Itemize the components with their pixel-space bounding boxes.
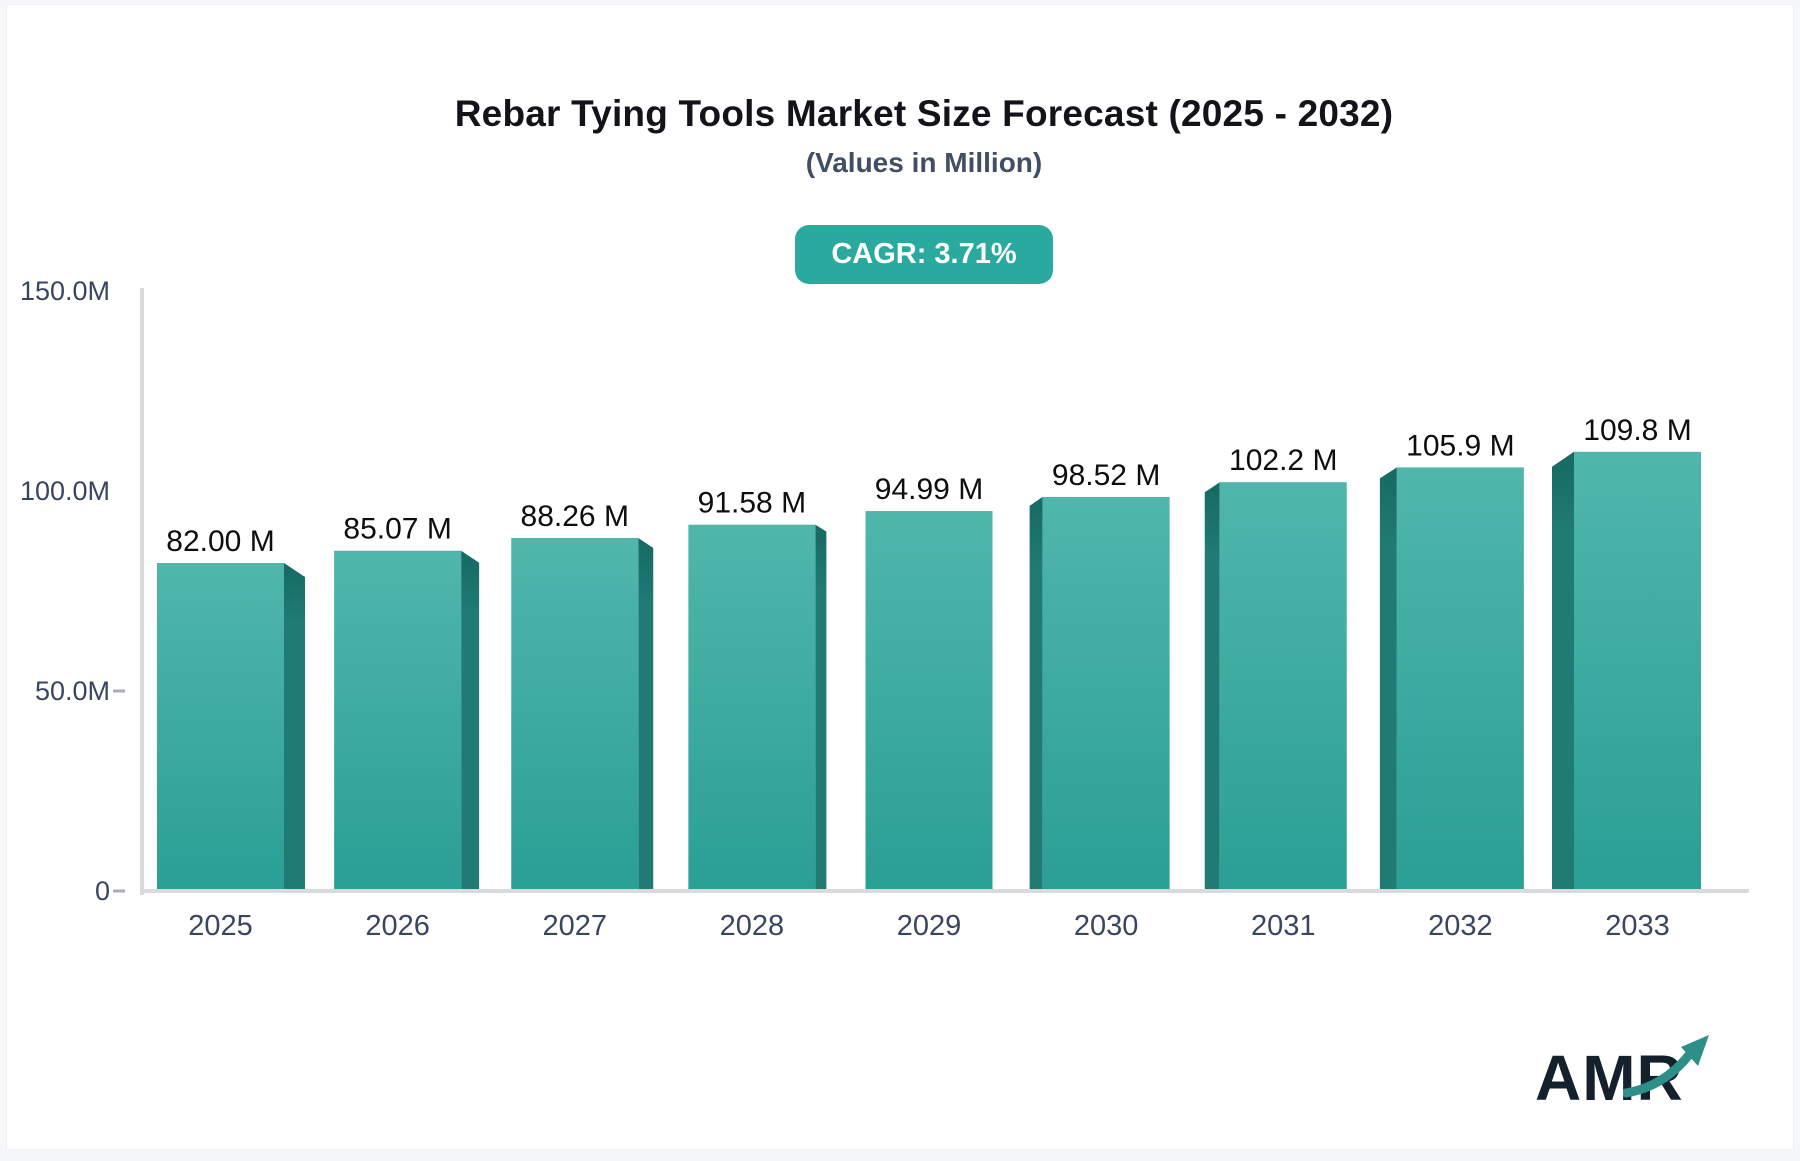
x-tick-label: 2028 xyxy=(720,910,785,942)
bar-value-label: 82.00 M xyxy=(166,525,274,558)
bar[interactable] xyxy=(157,563,284,891)
bar[interactable] xyxy=(1042,496,1170,891)
y-tick-label: 0 xyxy=(95,876,110,906)
bar[interactable] xyxy=(334,550,462,891)
bar-value-label: 88.26 M xyxy=(521,500,629,533)
chart-title: Rebar Tying Tools Market Size Forecast (… xyxy=(454,93,1394,134)
y-tick-dash xyxy=(113,689,125,693)
bar[interactable] xyxy=(1219,482,1347,891)
bar-value-label: 98.52 M xyxy=(1052,459,1160,492)
y-tick-dash xyxy=(113,889,125,893)
x-tick-label: 2031 xyxy=(1251,910,1316,942)
y-tick-label: 50.0M xyxy=(35,676,110,706)
bar-side-face xyxy=(638,537,654,891)
bar-side-face xyxy=(1552,451,1574,891)
x-tick-label: 2033 xyxy=(1605,910,1670,942)
bar-value-label: 109.8 M xyxy=(1583,414,1691,447)
bar-value-label: 105.9 M xyxy=(1406,429,1514,462)
bar-side-face xyxy=(1204,482,1220,891)
bar-value-label: 102.2 M xyxy=(1229,444,1337,477)
y-tick-label: 100.0M xyxy=(20,476,110,506)
bar[interactable] xyxy=(1396,467,1524,891)
trend-up-arrow-icon xyxy=(1623,1035,1709,1098)
bar-side-face xyxy=(1379,467,1397,891)
x-tick-label: 2030 xyxy=(1074,910,1139,942)
x-tick-label: 2027 xyxy=(542,910,607,942)
bar-side-face xyxy=(815,524,827,891)
cagr-badge: CAGR: 3.71% xyxy=(795,225,1053,284)
bar-chart: 0 50.0M 100.0M 150.0M 82.00 M 2025 85.07 M 2026… xyxy=(20,276,1749,942)
bar-value-label: 94.99 M xyxy=(875,473,983,506)
bar[interactable] xyxy=(511,537,639,891)
chart-card: Rebar Tying Tools Market Size Forecast (… xyxy=(6,4,1794,1150)
y-tick-label: 150.0M xyxy=(20,276,110,306)
bar-side-face xyxy=(1029,496,1043,891)
badge-row: CAGR: 3.71% xyxy=(7,225,1793,284)
bar-side-face xyxy=(461,550,480,891)
x-tick-label: 2032 xyxy=(1428,910,1493,942)
bar-side-face xyxy=(284,563,305,891)
x-tick-label: 2026 xyxy=(365,910,430,942)
x-tick-label: 2029 xyxy=(897,910,962,942)
bar[interactable] xyxy=(865,511,993,891)
chart-subtitle: (Values in Million) xyxy=(805,147,1043,178)
bar-value-label: 85.07 M xyxy=(343,513,451,546)
chart-header: Rebar Tying Tools Market Size Forecast (… xyxy=(7,93,1793,179)
bar[interactable] xyxy=(688,524,816,891)
bar[interactable] xyxy=(1574,451,1701,891)
x-axis-line xyxy=(140,889,1749,893)
bar-value-label: 91.58 M xyxy=(698,487,806,520)
x-tick-label: 2025 xyxy=(188,910,253,942)
y-axis-line xyxy=(140,288,144,895)
amr-logo: AMR xyxy=(1535,1027,1775,1127)
